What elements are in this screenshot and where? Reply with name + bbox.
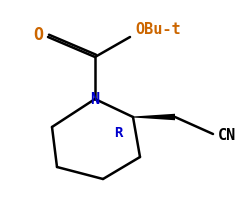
Text: N: N: [90, 92, 100, 107]
Polygon shape: [133, 114, 175, 121]
Text: R: R: [114, 125, 122, 139]
Text: CN: CN: [218, 127, 236, 142]
Text: O: O: [33, 26, 43, 44]
Text: OBu-t: OBu-t: [135, 22, 181, 37]
